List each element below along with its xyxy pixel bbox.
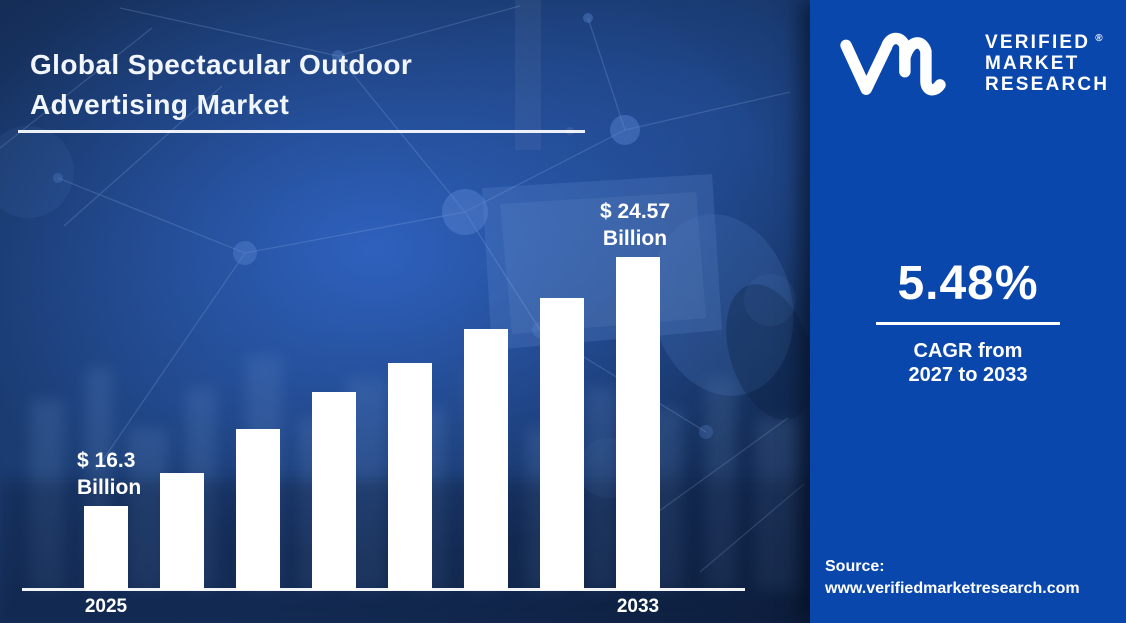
source-label: Source: [825,558,885,575]
brand-line-1: VERIFIED ® [985,32,1103,53]
bar-5 [388,363,432,590]
bar-4 [312,392,356,590]
chart-section: Global Spectacular Outdoor Advertising M… [0,0,810,623]
value-label-2033-unit: Billion [602,227,668,250]
value-label-2025: $ 16.3 Billion [77,447,141,501]
bar-2 [160,473,204,590]
brand-line-2: MARKET [985,53,1080,74]
brand-line-3: RESEARCH [985,74,1110,95]
x-tick-2033: 2033 [616,596,660,617]
bar-6 [464,329,508,590]
bar-3 [236,429,280,590]
value-label-2025-unit: Billion [77,476,142,499]
page-title: Global Spectacular Outdoor Advertising M… [30,48,413,120]
value-label-2033: $ 24.57 Billion [557,198,713,252]
vmr-logo-icon [840,32,946,96]
title-underline [18,130,585,133]
bar-1 [84,506,128,590]
brand-name: VERIFIED ® MARKET RESEARCH [985,28,1109,95]
x-axis-line [22,588,745,591]
cagr-caption-line2: 2027 to 2033 [908,364,1028,386]
x-tick-2025: 2025 [84,596,128,617]
source-url: www.verifiedmarketresearch.com [825,580,1080,597]
info-panel: VERIFIED ® MARKET RESEARCH 5.48% CAGR fro… [810,0,1126,623]
cagr-caption-line1: CAGR from [913,340,1023,362]
cagr-caption: CAGR from 2027 to 2033 [810,339,1126,387]
bar-8 [616,257,660,590]
cagr-value: 5.48% [897,257,1039,310]
bar-7 [540,298,584,590]
registered-mark: ® [1095,33,1103,44]
cagr-divider [876,322,1060,325]
value-label-2033-amount: $ 24.57 [599,200,671,223]
value-label-2025-amount: $ 16.3 [77,449,136,472]
source-block: Source: www.verifiedmarketresearch.com [825,556,1121,600]
